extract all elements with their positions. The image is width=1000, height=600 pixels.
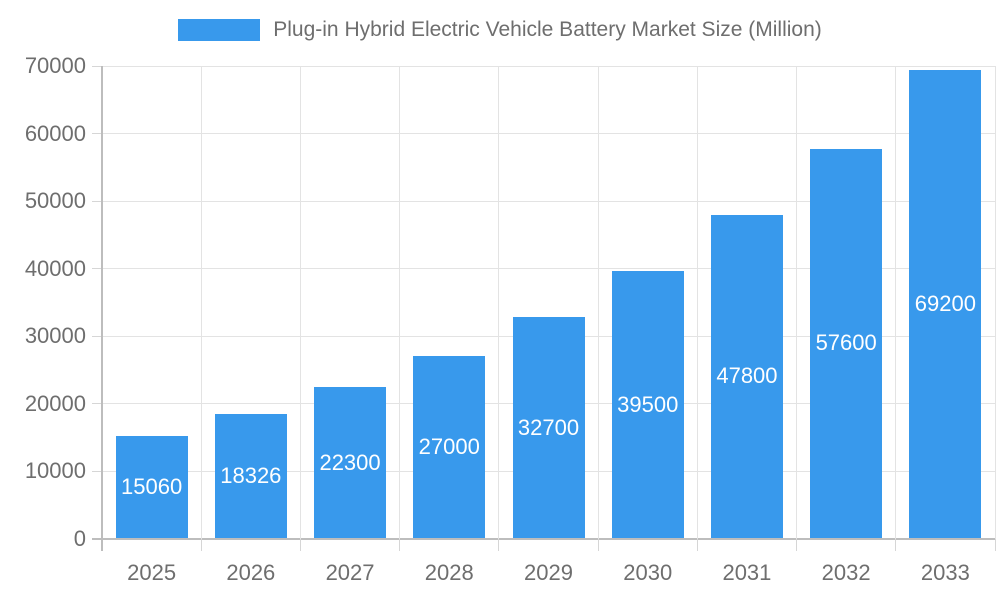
y-tick-label: 30000 (24, 323, 86, 349)
x-axis-tick (597, 539, 599, 551)
legend-label: Plug-in Hybrid Electric Vehicle Battery … (273, 18, 822, 41)
bar[interactable]: 69200 (909, 70, 982, 538)
x-axis-tick (796, 539, 798, 551)
y-axis-tick (92, 268, 102, 270)
x-axis-tick (299, 539, 301, 551)
y-tick-label: 20000 (24, 390, 86, 416)
vgridline (200, 66, 202, 539)
bar-value-label: 15060 (121, 474, 183, 500)
x-axis-line (102, 538, 995, 540)
hgridline (102, 133, 995, 135)
x-tick-label: 2030 (623, 560, 673, 585)
x-tick-label: 2025 (127, 560, 177, 585)
vgridline (994, 66, 996, 539)
y-tick-label: 60000 (24, 120, 86, 146)
bar-value-label: 57600 (815, 330, 877, 356)
bar[interactable]: 47800 (710, 215, 783, 538)
vgridline (796, 66, 798, 539)
bar-value-label: 32700 (517, 414, 580, 440)
bar-value-label: 22300 (319, 449, 381, 475)
y-tick-label: 50000 (24, 188, 86, 214)
y-tick-label: 40000 (24, 255, 86, 281)
y-axis-line (101, 66, 103, 539)
x-axis-tick (200, 539, 202, 551)
x-axis-tick (498, 539, 500, 551)
y-axis-tick (92, 65, 102, 67)
bar-value-label: 69200 (914, 291, 976, 317)
bar-value-label: 39500 (617, 391, 679, 417)
hgridline (102, 65, 995, 67)
x-tick-label: 2031 (722, 560, 772, 585)
x-tick-label: 2029 (524, 560, 573, 585)
vgridline (895, 66, 897, 539)
x-tick-label: 2027 (325, 560, 375, 585)
vgridline (696, 66, 698, 539)
y-tick-label: 0 (73, 526, 86, 551)
x-axis-tick (696, 539, 698, 551)
vgridline (597, 66, 599, 539)
bar-value-label: 27000 (418, 433, 480, 459)
x-tick-label: 2026 (226, 560, 276, 585)
legend-item[interactable]: Plug-in Hybrid Electric Vehicle Battery … (0, 14, 1000, 46)
x-axis-tick (994, 539, 996, 551)
x-tick-label: 2028 (424, 560, 474, 585)
y-axis-tick (92, 470, 102, 472)
bar[interactable]: 18326 (214, 414, 287, 538)
hgridline (102, 200, 995, 202)
y-tick-label: 70000 (24, 53, 86, 78)
vgridline (498, 66, 500, 539)
bar[interactable]: 22300 (314, 387, 387, 538)
y-axis-tick (92, 538, 102, 540)
bar[interactable]: 32700 (512, 317, 585, 538)
x-tick-label: 2032 (821, 560, 871, 585)
y-tick-label: 10000 (24, 458, 86, 484)
hgridline (102, 268, 995, 270)
y-axis-tick (92, 335, 102, 337)
bar[interactable]: 15060 (115, 436, 188, 538)
x-axis-tick (101, 539, 103, 551)
x-axis-tick (399, 539, 401, 551)
y-axis-tick (92, 200, 102, 202)
bar-value-label: 47800 (716, 363, 778, 389)
bar[interactable]: 27000 (413, 355, 486, 538)
bar-value-label: 18326 (220, 463, 282, 489)
vgridline (399, 66, 401, 539)
bar[interactable]: 39500 (611, 271, 684, 538)
x-axis-tick (895, 539, 897, 551)
y-axis-tick (92, 133, 102, 135)
vgridline (299, 66, 301, 539)
y-axis-tick (92, 403, 102, 405)
bar[interactable]: 57600 (810, 148, 883, 538)
x-tick-label: 2033 (920, 560, 970, 585)
legend-swatch-icon (178, 19, 261, 41)
